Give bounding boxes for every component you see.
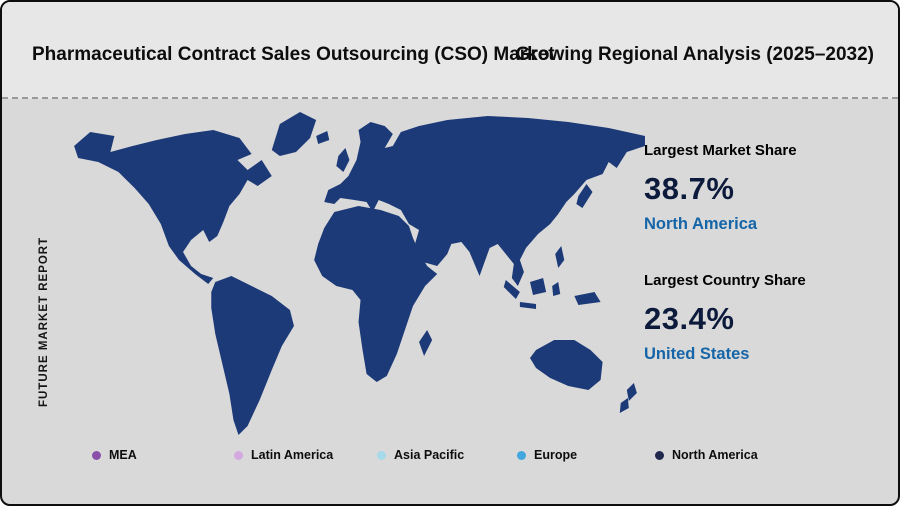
legend-dot-mea xyxy=(92,450,101,460)
largest-market-share-value: 38.7% xyxy=(644,171,735,206)
region-legend: MEA Latin America Asia Pacific Europe No… xyxy=(2,448,898,468)
legend-item-asia-pacific[interactable]: Asia Pacific xyxy=(377,448,464,462)
legend-dot-latin-america xyxy=(234,450,243,460)
legend-label-asia-pacific: Asia Pacific xyxy=(394,448,465,462)
legend-label-latin-america: Latin America xyxy=(251,448,334,462)
legend-label-europe: Europe xyxy=(534,448,578,462)
largest-market-share-region: North America xyxy=(644,215,758,233)
page-title-secondary: Growing Regional Analysis (2025–2032) xyxy=(515,44,874,65)
legend-dot-asia-pacific xyxy=(377,450,386,460)
legend-label-mea: MEA xyxy=(109,448,137,462)
largest-country-share-country: United States xyxy=(644,345,750,363)
map-continents xyxy=(74,112,645,435)
legend-item-north-america[interactable]: North America xyxy=(655,448,758,462)
legend-dot-europe xyxy=(517,450,526,460)
largest-country-share-label: Largest Country Share xyxy=(644,272,806,289)
largest-country-share-value: 23.4% xyxy=(644,301,735,336)
world-map xyxy=(64,102,649,442)
page-title-primary: Pharmaceutical Contract Sales Outsourcin… xyxy=(32,44,555,65)
legend-item-latin-america[interactable]: Latin America xyxy=(234,448,333,462)
legend-item-mea[interactable]: MEA xyxy=(92,448,137,462)
stats-panel: Largest Market Share 38.7% North America… xyxy=(644,142,894,402)
legend-item-europe[interactable]: Europe xyxy=(517,448,577,462)
largest-market-share-label: Largest Market Share xyxy=(644,142,797,159)
legend-label-north-america: North America xyxy=(672,448,758,462)
world-map-svg xyxy=(74,112,645,435)
header-band xyxy=(2,2,898,99)
legend-dot-north-america xyxy=(655,450,664,460)
